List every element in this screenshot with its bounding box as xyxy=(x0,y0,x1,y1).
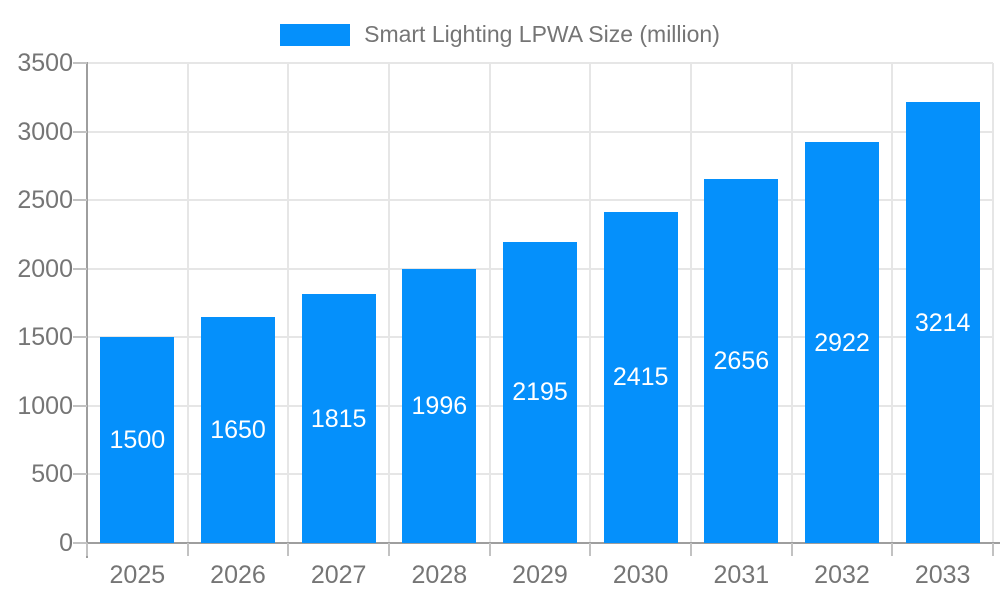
bar-value-label: 2195 xyxy=(512,378,568,407)
x-tick-mark xyxy=(388,543,390,556)
y-tick-mark xyxy=(73,473,87,476)
x-tick-mark xyxy=(790,543,793,556)
y-axis-tick-label: 0 xyxy=(59,529,73,557)
y-tick-mark xyxy=(73,404,87,407)
y-axis-tick-label: 2500 xyxy=(17,186,73,215)
y-tick-mark xyxy=(73,199,87,202)
y-axis-tick-label: 1500 xyxy=(17,323,73,352)
x-gridline xyxy=(186,63,189,543)
x-axis-line xyxy=(73,542,1000,544)
bar-value-label: 3214 xyxy=(914,308,971,337)
y-axis-tick-label: 1000 xyxy=(17,391,73,420)
x-tick-mark xyxy=(186,543,189,556)
bar-value-label: 1996 xyxy=(411,392,468,421)
x-axis-tick-label: 2029 xyxy=(512,561,568,589)
x-axis-tick-label: 2027 xyxy=(310,561,367,589)
legend-swatch-icon xyxy=(280,23,351,46)
x-tick-mark xyxy=(690,543,692,556)
x-gridline xyxy=(488,63,491,543)
bar-2026[interactable] xyxy=(201,316,275,543)
bar-2031[interactable] xyxy=(704,178,779,543)
x-tick-mark xyxy=(488,543,491,556)
bar-2033[interactable] xyxy=(905,102,980,543)
x-gridline xyxy=(388,63,390,543)
y-axis-line xyxy=(86,62,88,558)
x-axis-tick-label: 2032 xyxy=(814,561,870,589)
bar-2032[interactable] xyxy=(805,142,879,543)
x-tick-mark xyxy=(86,543,88,556)
y-tick-mark xyxy=(73,336,87,339)
bar-value-label: 1815 xyxy=(310,404,367,433)
x-tick-mark xyxy=(992,543,994,556)
bar-2028[interactable] xyxy=(402,269,477,543)
y-axis-tick-label: 500 xyxy=(31,460,73,489)
x-axis-tick-label: 2031 xyxy=(713,561,770,589)
x-axis-tick-label: 2026 xyxy=(210,561,266,589)
x-axis-tick-label: 2025 xyxy=(109,561,166,589)
y-axis-tick-label: 3000 xyxy=(17,117,73,146)
y-axis-tick-label: 2000 xyxy=(17,254,73,283)
x-gridline xyxy=(589,63,592,543)
bar-value-label: 1500 xyxy=(109,426,166,455)
y-gridline xyxy=(87,199,993,202)
bar-value-label: 2656 xyxy=(713,346,770,375)
bar-2029[interactable] xyxy=(503,241,577,543)
y-tick-mark xyxy=(73,542,87,544)
x-gridline xyxy=(790,63,793,543)
x-gridline xyxy=(891,63,894,543)
x-tick-mark xyxy=(891,543,894,556)
bar-value-label: 1650 xyxy=(210,415,266,444)
y-gridline xyxy=(87,62,993,64)
legend-label: Smart Lighting LPWA Size (million) xyxy=(364,21,720,47)
legend[interactable]: Smart Lighting LPWA Size (million) xyxy=(0,21,1000,48)
x-axis-tick-label: 2028 xyxy=(411,561,468,589)
x-tick-mark xyxy=(287,543,290,556)
y-tick-mark xyxy=(73,62,87,64)
bar-2025[interactable] xyxy=(100,337,175,543)
y-gridline xyxy=(87,130,993,133)
x-axis-tick-label: 2030 xyxy=(612,561,669,589)
x-gridline xyxy=(690,63,692,543)
bar-2027[interactable] xyxy=(301,294,376,543)
y-axis-tick-label: 3500 xyxy=(17,49,73,77)
x-axis-tick-label: 2033 xyxy=(914,561,971,589)
bar-2030[interactable] xyxy=(603,211,678,543)
x-gridline xyxy=(992,63,994,543)
bar-value-label: 2922 xyxy=(814,328,870,357)
x-tick-mark xyxy=(589,543,592,556)
bar-value-label: 2415 xyxy=(612,363,669,392)
y-tick-mark xyxy=(73,130,87,133)
x-gridline xyxy=(287,63,290,543)
y-tick-mark xyxy=(73,267,87,270)
